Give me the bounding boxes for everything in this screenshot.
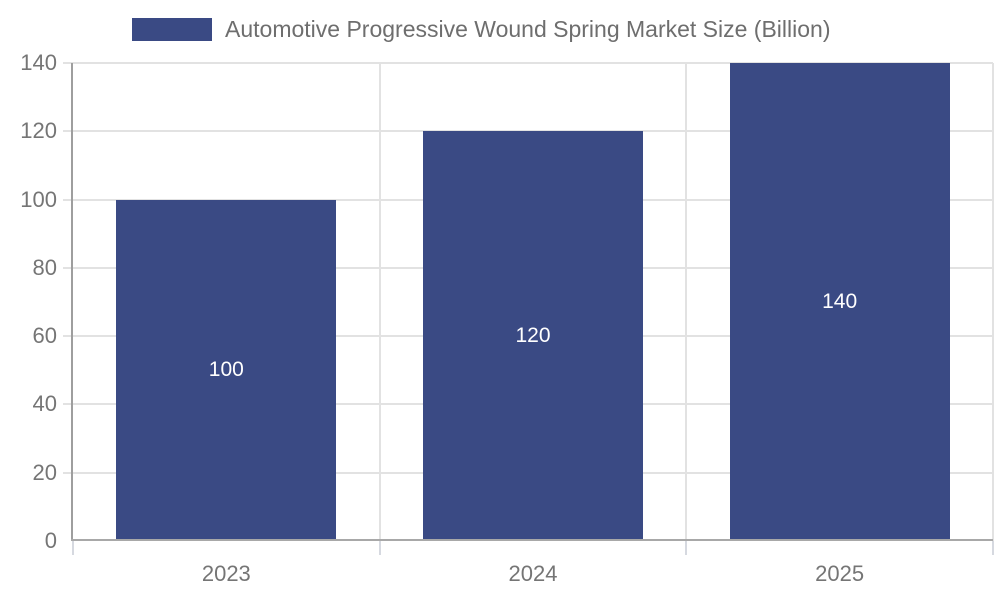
y-tick-label: 80 — [32, 254, 57, 280]
y-tick-label: 100 — [20, 186, 57, 212]
x-axis-tick — [992, 541, 994, 555]
x-axis-tick — [72, 541, 74, 555]
y-tick-label: 0 — [44, 528, 57, 553]
legend-swatch — [132, 18, 212, 41]
v-gridline — [685, 63, 688, 541]
bar — [423, 131, 643, 541]
bar-value-label: 120 — [515, 324, 551, 348]
plot-area: 100 120 140 — [63, 62, 994, 555]
x-axis-tick — [378, 541, 381, 555]
y-tick-label: 120 — [20, 118, 57, 144]
y-tick-label: 20 — [32, 459, 57, 485]
bar-value-label: 140 — [822, 290, 858, 313]
x-tick-label: 2023 — [201, 561, 251, 586]
x-tick-label: 2025 — [815, 561, 865, 586]
y-tick-label: 40 — [32, 391, 57, 417]
bar-value-label: 100 — [208, 358, 244, 382]
y-axis-line — [71, 63, 73, 541]
h-gridline — [63, 62, 993, 64]
x-tick-label: 2024 — [508, 561, 558, 586]
legend: Automotive Progressive Wound Spring Mark… — [132, 16, 831, 42]
bar — [730, 63, 950, 541]
chart-title: Automotive Progressive Wound Spring Mark… — [225, 16, 831, 42]
x-axis-tick — [685, 541, 688, 555]
x-axis-line — [71, 539, 993, 541]
y-tick-label: 140 — [20, 50, 57, 75]
v-gridline — [378, 63, 381, 541]
bar — [116, 200, 336, 541]
v-gridline — [992, 63, 994, 541]
y-tick-label: 60 — [32, 323, 57, 349]
